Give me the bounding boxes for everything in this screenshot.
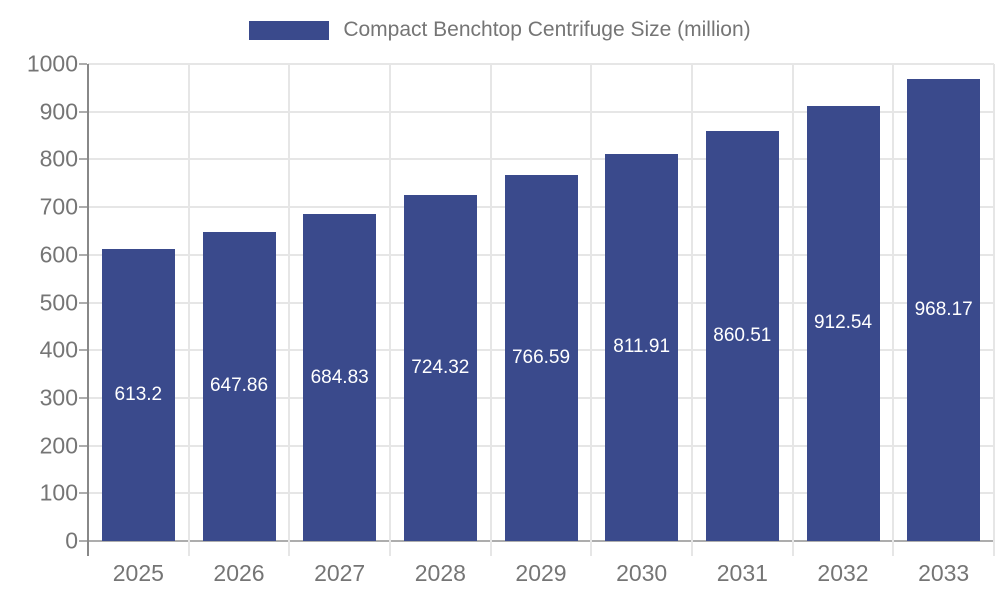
y-tick-mark — [79, 301, 87, 304]
y-tick-mark — [79, 396, 87, 399]
bar — [605, 153, 679, 541]
x-gridline — [288, 64, 291, 556]
y-tick-label: 600 — [39, 241, 78, 268]
chart-legend: Compact Benchtop Centrifuge Size (millio… — [0, 18, 1000, 42]
legend-label: Compact Benchtop Centrifuge Size (millio… — [343, 18, 751, 41]
y-tick-mark — [79, 492, 87, 495]
x-gridline — [389, 64, 391, 556]
y-tick-label: 300 — [39, 384, 78, 411]
x-gridline — [791, 64, 794, 556]
y-tick-mark — [79, 158, 87, 161]
x-tick-label: 2029 — [515, 560, 567, 586]
y-tick-label: 500 — [39, 289, 78, 315]
bar-value-label: 912.54 — [813, 312, 873, 334]
x-gridline — [590, 64, 593, 556]
x-axis-line — [88, 540, 994, 542]
bar-value-label: 684.83 — [310, 366, 369, 388]
x-gridline — [187, 64, 190, 556]
bar — [202, 231, 276, 541]
bar-value-label: 968.17 — [914, 299, 973, 321]
x-gridline — [489, 64, 492, 556]
y-tick-mark — [79, 253, 87, 256]
y-tick-label: 200 — [39, 432, 78, 459]
y-tick-label: 400 — [39, 336, 78, 363]
x-gridline — [892, 64, 895, 556]
bar-value-label: 766.59 — [511, 347, 571, 369]
x-tick-label: 2032 — [817, 560, 869, 586]
y-tick-label: 700 — [39, 193, 78, 220]
y-axis-line — [87, 64, 89, 556]
bar — [101, 248, 175, 541]
x-tick-label: 2031 — [716, 560, 768, 586]
bar — [504, 175, 578, 541]
x-gridline — [993, 64, 995, 556]
y-tick-label: 1000 — [26, 50, 78, 77]
y-tick-label: 800 — [39, 145, 78, 172]
y-tick-mark — [79, 349, 87, 352]
bar-value-label: 613.2 — [114, 383, 163, 405]
y-gridline — [88, 110, 994, 113]
y-tick-mark — [79, 444, 87, 447]
y-tick-label: 900 — [39, 98, 78, 125]
bar-value-label: 860.51 — [713, 324, 772, 346]
y-gridline — [88, 63, 994, 65]
bar — [907, 79, 981, 541]
x-tick-label: 2025 — [112, 560, 164, 586]
y-tick-mark — [79, 540, 87, 542]
x-tick-label: 2026 — [213, 560, 265, 586]
x-gridline — [691, 64, 693, 556]
bar — [806, 105, 880, 541]
legend-swatch — [249, 20, 330, 40]
bar-value-label: 647.86 — [209, 375, 269, 397]
y-tick-mark — [79, 206, 87, 209]
bar — [705, 130, 779, 541]
bar-value-label: 811.91 — [613, 336, 671, 358]
bar — [403, 195, 477, 541]
x-tick-label: 2030 — [616, 560, 668, 586]
x-tick-label: 2027 — [314, 560, 366, 586]
bar-value-label: 724.32 — [411, 357, 470, 379]
x-tick-label: 2028 — [414, 560, 466, 586]
y-gridline — [88, 158, 994, 161]
y-tick-label: 100 — [39, 479, 78, 506]
bar — [303, 214, 377, 541]
y-tick-label: 0 — [65, 527, 78, 554]
y-tick-mark — [79, 63, 87, 65]
y-tick-mark — [79, 110, 87, 113]
x-tick-label: 2033 — [918, 560, 970, 586]
